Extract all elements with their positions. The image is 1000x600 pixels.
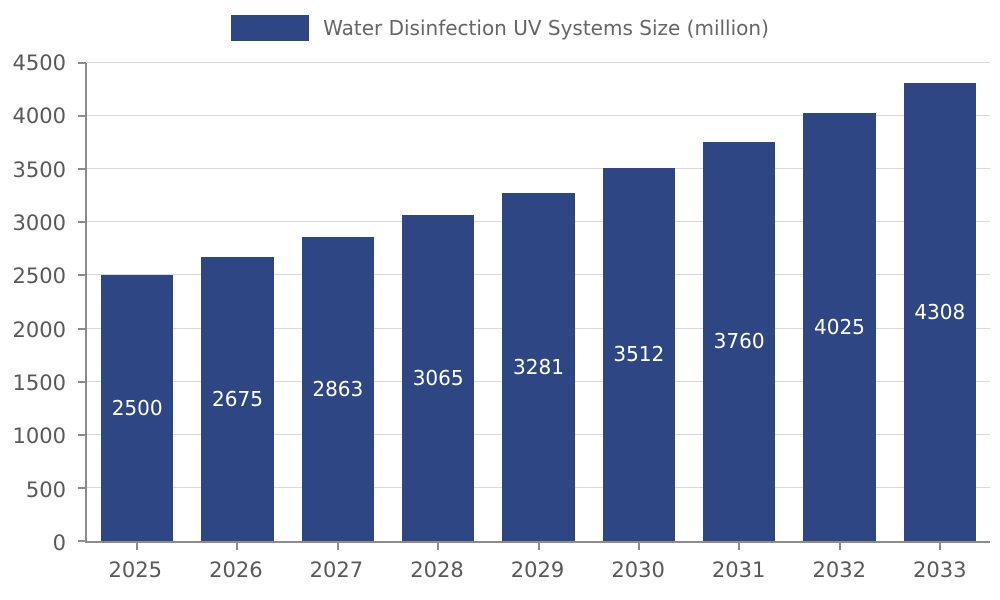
bar-value-label: 4308 [914,300,966,325]
legend-label: Water Disinfection UV Systems Size (mill… [323,16,769,40]
bar: 3065 [402,215,475,541]
bar: 3512 [602,167,675,541]
bar-value-label: 3065 [412,366,464,391]
x-tick-label: 2027 [309,558,364,582]
x-tick-label: 2033 [913,558,967,582]
x-tick-label: 2030 [611,558,665,582]
y-tick-mark [78,221,86,224]
y-tick-label: 0 [52,531,66,555]
y-tick-mark [78,540,86,542]
gridline [87,168,990,170]
bar-value-label: 3760 [713,329,765,354]
x-tick-label: 2031 [711,558,766,582]
bar: 3281 [502,192,575,541]
x-tick-label: 2029 [510,558,565,582]
bar-slot: 2500 [87,63,187,541]
bar-slot: 4025 [789,63,889,541]
x-tick-mark [938,542,941,550]
x-tick-label: 2026 [209,558,263,582]
bar-slot: 3281 [488,63,588,541]
bar: 2500 [101,275,174,541]
bar-value-label: 4025 [814,315,865,340]
gridline [87,115,990,117]
bar-slot: 3760 [689,63,789,541]
y-tick-label: 2500 [12,264,66,289]
y-tick-label: 4500 [12,51,66,75]
bar: 4308 [903,83,976,541]
bar: 4025 [803,113,876,541]
bar-slot: 3512 [589,63,689,541]
y-tick-label: 4000 [12,104,66,129]
legend-swatch [231,15,310,41]
y-tick-mark [78,433,86,436]
y-tick-label: 3000 [12,211,66,236]
bar-value-label: 3281 [513,354,564,379]
y-tick-mark [78,486,86,489]
x-tick-mark [336,542,339,550]
x-tick-mark [838,542,841,550]
x-tick-mark [236,542,239,550]
bar: 3760 [703,141,776,541]
y-tick-mark [78,62,86,64]
bar: 2675 [201,256,274,541]
x-tick-label: 2025 [108,558,162,582]
y-tick-mark [78,380,86,383]
bar-value-label: 3512 [613,342,665,367]
x-tick-mark [537,542,540,550]
bar-slot: 4308 [890,63,990,541]
bar-slot: 2675 [187,63,287,541]
bar-slot: 3065 [388,63,488,541]
y-axis: 0 500 1000 1500 2000 2500 3000 3500 4000 4500 [0,51,78,555]
x-tick-mark [136,542,139,550]
y-tick-label: 2000 [12,317,66,342]
y-tick-mark [78,327,86,330]
y-tick-label: 1000 [12,424,66,449]
x-tick-mark [738,542,741,550]
chart-legend: Water Disinfection UV Systems Size (mill… [0,15,1000,41]
bars-container: 2500 2675 2863 3065 3281 3512 3760 4025 4308 [87,63,990,541]
x-tick-mark [637,542,640,550]
bar-value-label: 2863 [312,376,364,401]
plot-area: 2500 2675 2863 3065 3281 3512 3760 4025 4308 [78,62,990,550]
bar-slot: 2863 [288,63,388,541]
bar: 2863 [301,236,374,541]
y-tick-mark [78,274,86,277]
x-tick-label: 2028 [410,558,464,582]
x-tick-label: 2032 [812,558,866,582]
y-tick-label: 3500 [12,157,66,182]
y-tick-label: 500 [25,477,66,502]
gridline [87,62,990,63]
bar-value-label: 2500 [111,396,163,421]
y-tick-mark [78,168,86,171]
x-axis: 2025 2026 2027 2028 2029 2030 2031 2032 2033 [85,558,990,582]
x-tick-mark [437,542,440,550]
y-tick-mark [78,115,86,118]
y-tick-label: 1500 [12,371,66,396]
bar-value-label: 2675 [212,386,263,411]
